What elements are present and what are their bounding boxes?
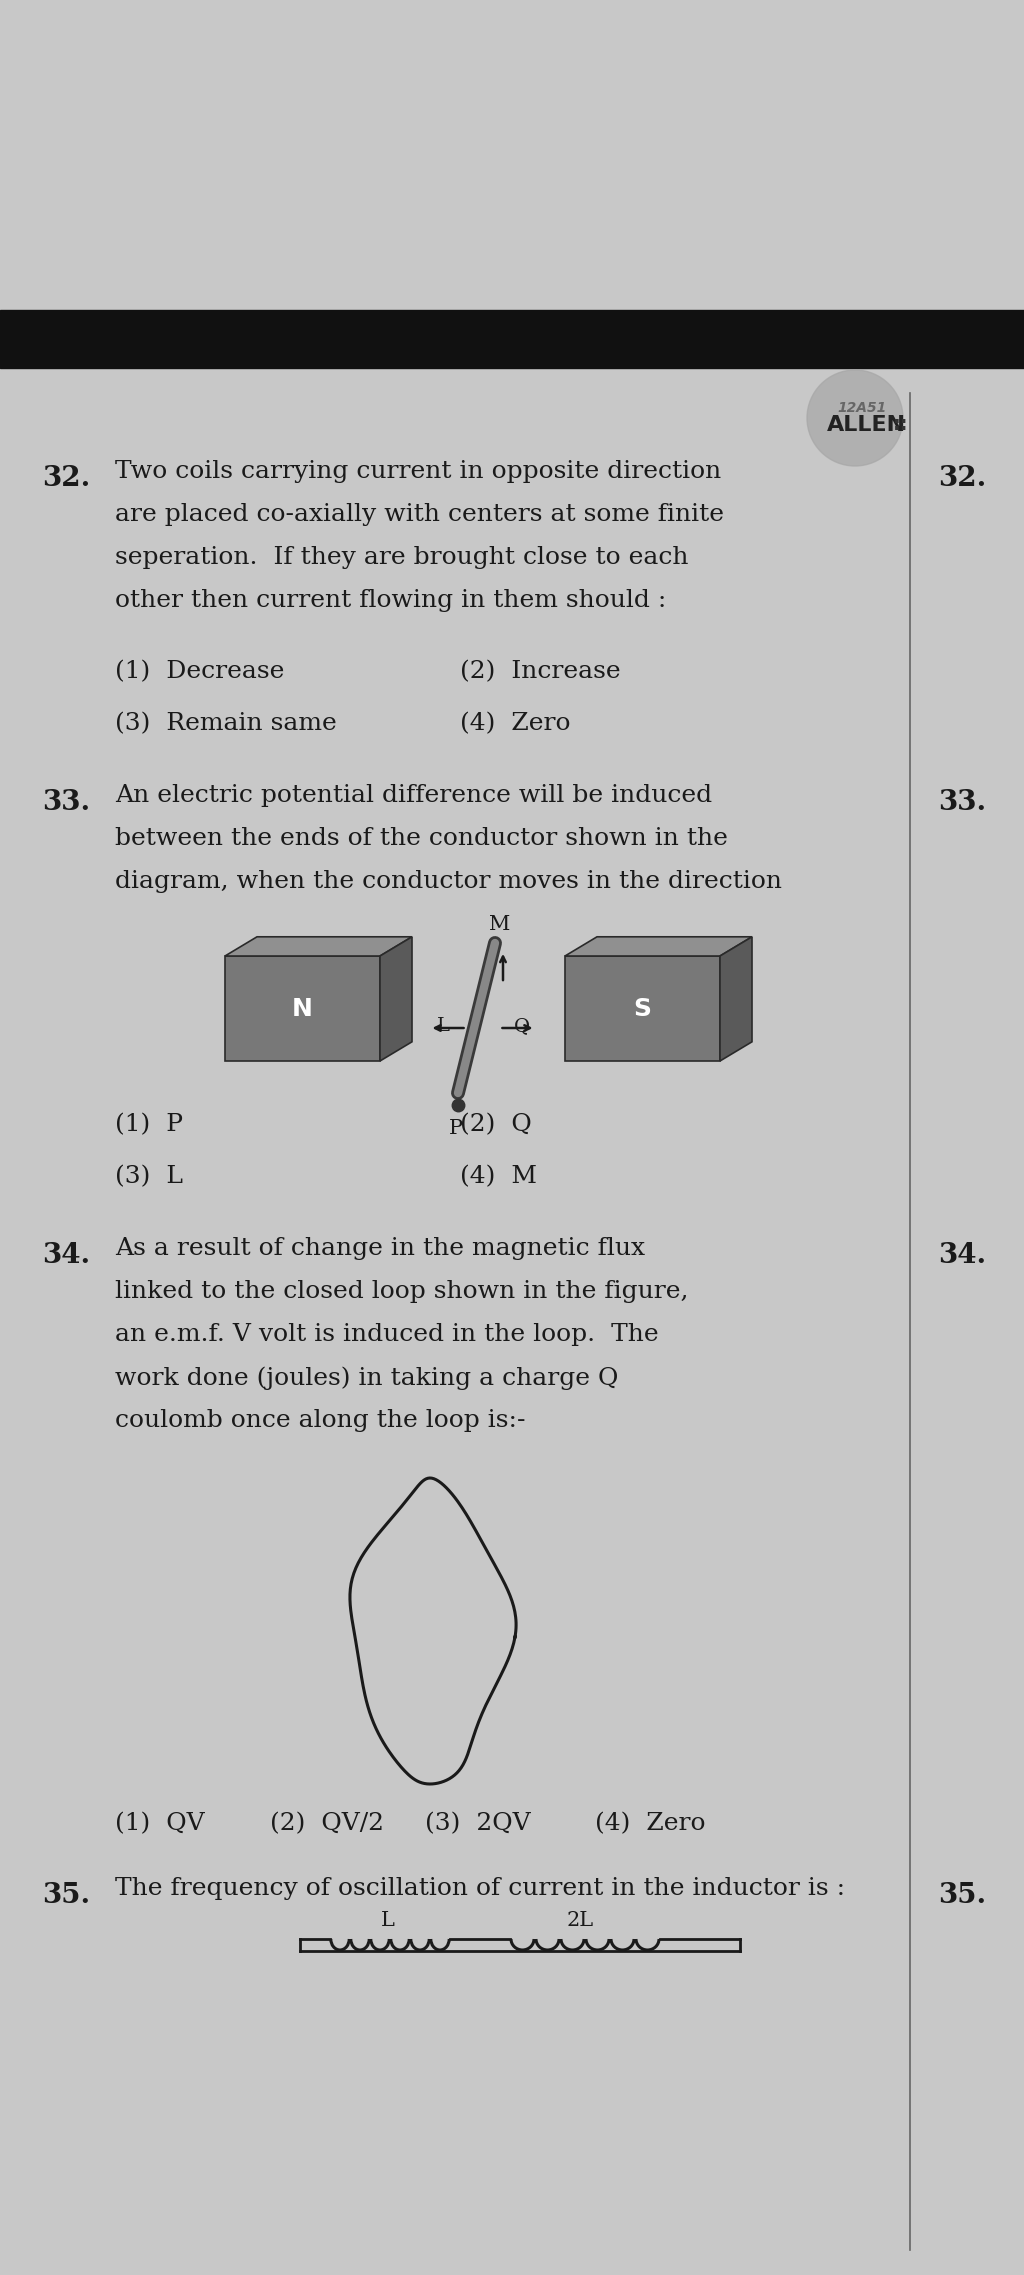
Polygon shape	[720, 937, 752, 1060]
Text: (3)  2QV: (3) 2QV	[425, 1811, 530, 1836]
Polygon shape	[565, 956, 720, 1060]
Text: Q: Q	[513, 1017, 529, 1035]
Text: seperation.  If they are brought close to each: seperation. If they are brought close to…	[115, 546, 688, 569]
Text: 35.: 35.	[42, 1881, 90, 1909]
Text: M: M	[489, 915, 511, 935]
Text: diagram, when the conductor moves in the direction: diagram, when the conductor moves in the…	[115, 869, 782, 894]
Text: L: L	[381, 1911, 395, 1931]
Text: N: N	[292, 996, 313, 1021]
Text: (2)  QV/2: (2) QV/2	[270, 1811, 384, 1836]
Text: 33.: 33.	[42, 789, 90, 817]
Text: S: S	[634, 996, 651, 1021]
Text: other then current flowing in them should :: other then current flowing in them shoul…	[115, 589, 667, 612]
Text: As a result of change in the magnetic flux: As a result of change in the magnetic fl…	[115, 1238, 645, 1260]
Bar	[0, 309, 1024, 369]
Text: 2L: 2L	[566, 1911, 594, 1931]
Text: (3)  Remain same: (3) Remain same	[115, 712, 337, 735]
Text: An electric potential difference will be induced: An electric potential difference will be…	[115, 785, 712, 808]
Text: an e.m.f. V volt is induced in the loop.  The: an e.m.f. V volt is induced in the loop.…	[115, 1324, 658, 1347]
Text: work done (joules) in taking a charge Q: work done (joules) in taking a charge Q	[115, 1365, 618, 1390]
Text: (4)  Zero: (4) Zero	[595, 1811, 706, 1836]
Polygon shape	[380, 937, 412, 1060]
Text: 32.: 32.	[42, 464, 90, 491]
Text: ALLEN: ALLEN	[827, 414, 906, 435]
Text: (1)  Decrease: (1) Decrease	[115, 660, 285, 682]
Text: (4)  M: (4) M	[460, 1165, 537, 1188]
Polygon shape	[565, 937, 752, 956]
Text: P: P	[449, 1119, 463, 1138]
Text: (1)  P: (1) P	[115, 1112, 183, 1135]
Text: L: L	[437, 1017, 450, 1035]
Text: are placed co-axially with centers at some finite: are placed co-axially with centers at so…	[115, 503, 724, 526]
Text: 33.: 33.	[938, 789, 986, 817]
Text: (4)  Zero: (4) Zero	[460, 712, 570, 735]
Text: (1)  QV: (1) QV	[115, 1811, 205, 1836]
Text: Two coils carrying current in opposite direction: Two coils carrying current in opposite d…	[115, 460, 721, 482]
Text: 12A51: 12A51	[837, 400, 886, 414]
Text: between the ends of the conductor shown in the: between the ends of the conductor shown …	[115, 828, 728, 851]
Polygon shape	[225, 956, 380, 1060]
Text: linked to the closed loop shown in the figure,: linked to the closed loop shown in the f…	[115, 1281, 688, 1304]
Text: (3)  L: (3) L	[115, 1165, 183, 1188]
Text: 34.: 34.	[938, 1242, 986, 1269]
Text: 35.: 35.	[938, 1881, 986, 1909]
Circle shape	[807, 371, 903, 466]
Text: ::: ::	[893, 416, 908, 435]
Polygon shape	[225, 937, 412, 956]
Text: (2)  Q: (2) Q	[460, 1112, 531, 1135]
Text: The frequency of oscillation of current in the inductor is :: The frequency of oscillation of current …	[115, 1877, 845, 1900]
Text: coulomb once along the loop is:-: coulomb once along the loop is:-	[115, 1408, 525, 1431]
Text: (2)  Increase: (2) Increase	[460, 660, 621, 682]
Text: 34.: 34.	[42, 1242, 90, 1269]
Text: 32.: 32.	[938, 464, 986, 491]
Bar	[0, 0, 1024, 309]
